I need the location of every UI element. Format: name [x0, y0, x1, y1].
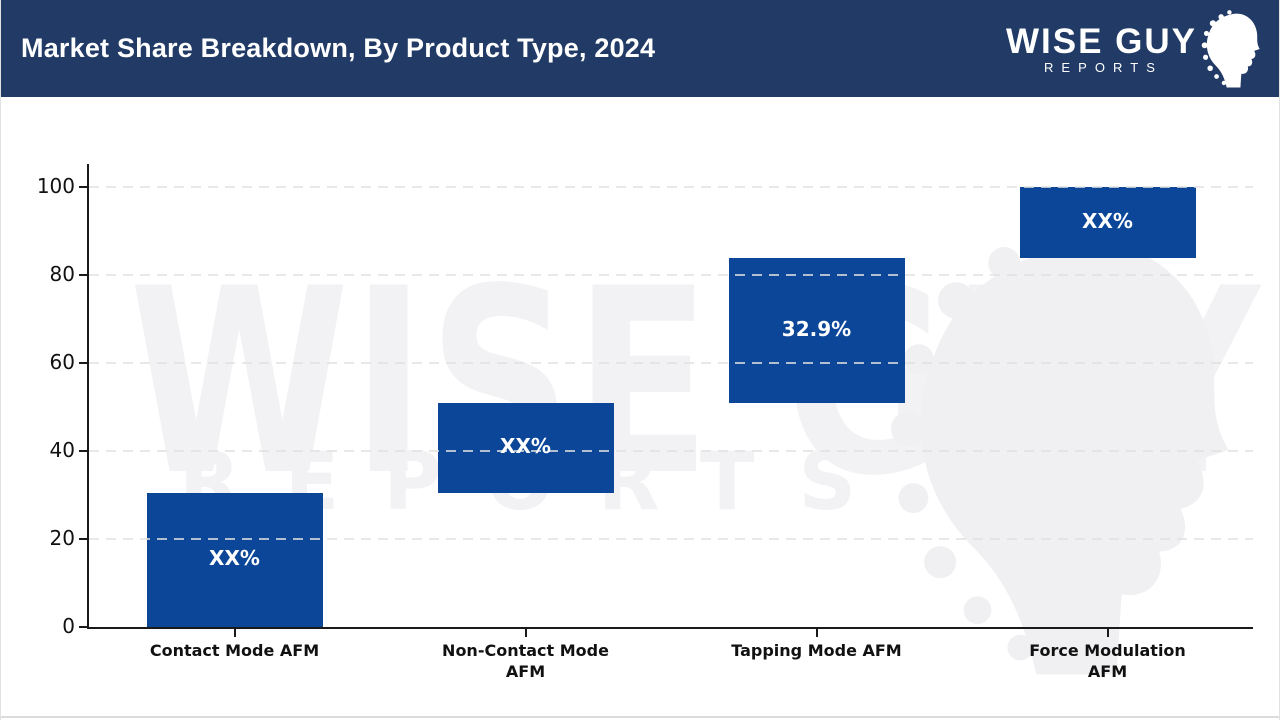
y-tick-label-0: 0	[62, 614, 75, 638]
logo-head-icon	[1201, 10, 1260, 88]
y-tick-label-40: 40	[49, 438, 75, 462]
header: Market Share Breakdown, By Product Type,…	[1, 0, 1279, 97]
gridline-40	[89, 450, 1253, 452]
logo-subtitle: REPORTS	[1043, 59, 1163, 75]
y-tick-mark-0	[79, 626, 87, 628]
x-category-label-line: AFM	[1087, 662, 1128, 681]
y-tick-mark-80	[79, 274, 87, 276]
gridline-60	[89, 362, 1253, 364]
x-tick-mark-4	[1106, 629, 1109, 637]
gridline-80	[89, 274, 1253, 276]
x-tick-mark-1	[233, 629, 236, 637]
bar-3	[728, 258, 905, 404]
x-category-label-line: Force Modulation	[1029, 641, 1186, 660]
y-tick-mark-20	[79, 538, 87, 540]
logo-wordmark: WISE GUY	[1005, 21, 1197, 61]
y-tick-mark-100	[79, 186, 87, 188]
x-category-label-line: Non-Contact Mode	[442, 641, 609, 660]
page-title: Market Share Breakdown, By Product Type,…	[21, 33, 656, 63]
x-category-label-line: Tapping Mode AFM	[731, 641, 902, 660]
plot-area: 0 20 40 60 80 100 XX% Contact Mode AFM XX% Non-Co…	[1, 97, 1279, 720]
y-tick-label-100: 100	[36, 174, 75, 198]
x-category-label-3: Tapping Mode AFM	[687, 640, 947, 661]
gridline-20	[89, 538, 1253, 540]
bar-value-label-1: XX%	[209, 546, 260, 571]
y-tick-mark-40	[79, 450, 87, 452]
x-category-label-2: Non-Contact Mode AFM	[396, 640, 656, 682]
y-tick-label-60: 60	[49, 350, 75, 374]
bar-value-label-2: XX%	[500, 434, 551, 459]
logo-text: WISE GUY REPORTS	[1005, 21, 1197, 75]
wise-guy-logo: WISE GUY REPORTS	[1006, 6, 1267, 92]
bar-2	[437, 403, 614, 494]
x-tick-mark-3	[815, 629, 818, 637]
x-category-label-4: Force Modulation AFM	[978, 640, 1238, 682]
bar-1	[146, 493, 323, 627]
x-tick-mark-2	[524, 629, 527, 637]
bar-4	[1019, 187, 1196, 259]
y-tick-label-80: 80	[49, 262, 75, 286]
x-category-label-line: Contact Mode AFM	[149, 641, 320, 660]
bar-value-label-4: XX%	[1082, 208, 1133, 233]
x-category-label-1: Contact Mode AFM	[105, 640, 365, 661]
y-tick-label-20: 20	[49, 526, 75, 550]
x-axis-line	[87, 627, 1253, 629]
bottom-border	[1, 716, 1279, 718]
gridline-100	[89, 186, 1253, 188]
chart-area: WISE GUY REPORTS 020406080100XX%Contact …	[1, 97, 1279, 720]
y-tick-mark-60	[79, 362, 87, 364]
y-axis-line	[87, 164, 89, 628]
bar-value-label-3: 32.9%	[781, 316, 852, 341]
x-category-label-line: AFM	[505, 662, 546, 681]
